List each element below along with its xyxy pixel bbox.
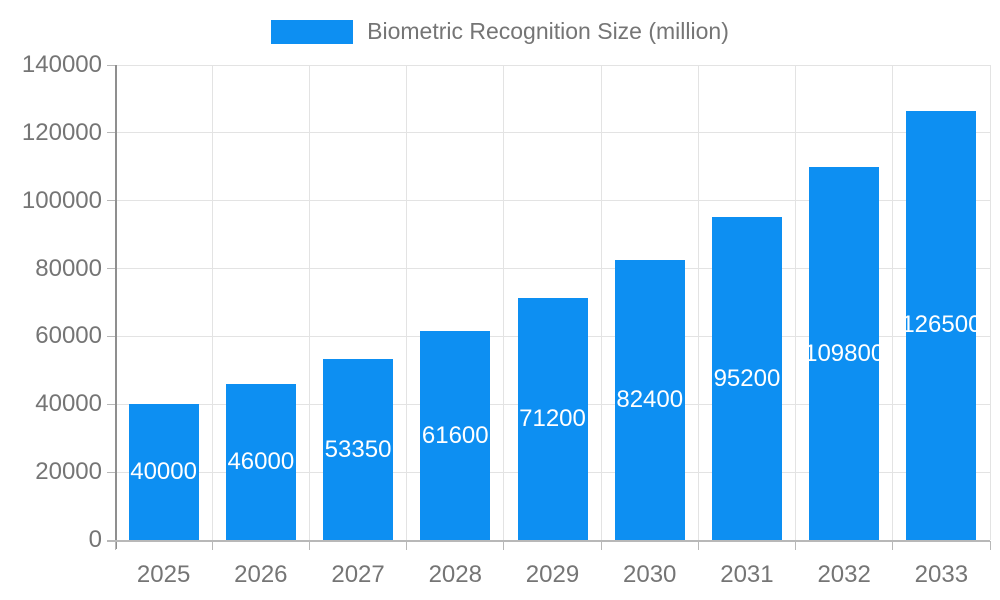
bar-value-label: 109800 [809,339,880,367]
h-gridline [115,132,990,134]
bar: 40000 [128,404,199,540]
x-axis-tick [795,541,797,550]
y-axis-tick [107,200,115,202]
bar: 82400 [614,260,685,540]
x-axis-tick [211,541,213,550]
h-gridline [115,268,990,270]
y-axis-tick-label: 140000 [21,51,102,78]
x-axis-tick-label: 2029 [525,561,580,588]
v-gridline [892,65,894,540]
y-axis-tick [107,403,115,405]
v-gridline [697,65,699,540]
h-gridline [115,200,990,202]
bar-value-label: 46000 [227,447,295,475]
x-axis-tick-label: 2030 [623,561,677,588]
v-gridline [989,65,991,540]
y-axis-tick [107,539,115,541]
v-gridline [406,65,408,540]
bar-value-label: 95200 [713,364,781,392]
bar: 95200 [711,217,782,540]
x-axis-tick-label: 2033 [914,561,969,588]
bar-value-label: 40000 [130,458,197,486]
bar: 109800 [809,167,880,540]
x-axis-tick [114,541,116,550]
bar-value-label: 126500 [906,311,977,339]
y-axis-tick-label: 100000 [21,186,102,214]
x-axis-tick-label: 2031 [720,561,774,588]
bar: 61600 [420,331,491,540]
legend: Biometric Recognition Size (million) [0,18,1000,45]
bar: 71200 [517,298,588,540]
y-axis-tick-label: 20000 [35,458,102,486]
x-axis-tick-label: 2025 [136,561,191,588]
h-gridline [115,64,990,66]
x-axis-tick [989,541,991,550]
y-axis-tick-label: 60000 [35,322,102,350]
x-axis-tick-label: 2027 [331,561,385,588]
legend-label: Biometric Recognition Size (million) [367,18,729,44]
y-axis-tick [107,132,115,134]
y-axis-tick-label: 0 [88,526,102,553]
bar-value-label: 82400 [616,386,684,414]
x-axis-tick-label: 2026 [234,561,288,588]
x-axis-tick [697,541,699,550]
x-axis-tick-label: 2028 [428,561,482,588]
bar-value-label: 71200 [519,405,586,433]
x-axis-tick [406,541,408,550]
legend-swatch [271,19,354,44]
bar: 53350 [323,359,394,540]
x-axis-tick-label: 2032 [817,561,871,588]
x-axis-tick [600,541,602,550]
y-axis-tick [107,268,115,270]
bar: 46000 [225,383,296,540]
x-axis-line [107,540,990,542]
v-gridline [795,65,797,540]
x-axis-tick [892,541,894,550]
y-axis-tick-label: 40000 [35,390,102,418]
y-axis-tick [107,335,115,337]
bar-value-label: 61600 [421,421,489,449]
bar: 126500 [906,110,977,540]
y-axis-line [115,65,117,549]
plot-area: 40000 46000 53350 61600 71200 82400 95200 10980… [115,64,991,540]
y-axis-tick-label: 120000 [21,118,102,146]
y-axis-tick [107,64,115,66]
y-axis-tick-label: 80000 [35,254,102,282]
v-gridline [503,65,505,540]
v-gridline [211,65,213,540]
v-gridline [600,65,602,540]
x-axis-tick [308,541,310,550]
x-axis-tick [503,541,505,550]
y-axis-tick [107,471,115,473]
bar-value-label: 53350 [324,435,392,463]
v-gridline [308,65,310,540]
